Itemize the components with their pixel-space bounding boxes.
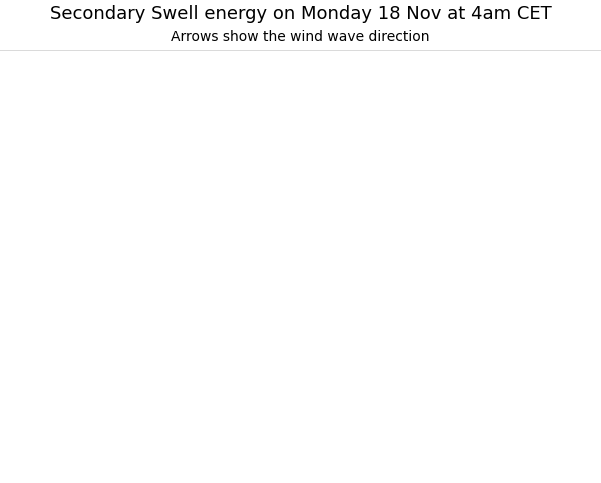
Text: Arrows show the wind wave direction: Arrows show the wind wave direction [171,29,430,43]
Text: Map requires cartopy: Map requires cartopy [197,257,404,276]
Text: Secondary Swell energy on Monday 18 Nov at 4am CET: Secondary Swell energy on Monday 18 Nov … [50,5,551,23]
